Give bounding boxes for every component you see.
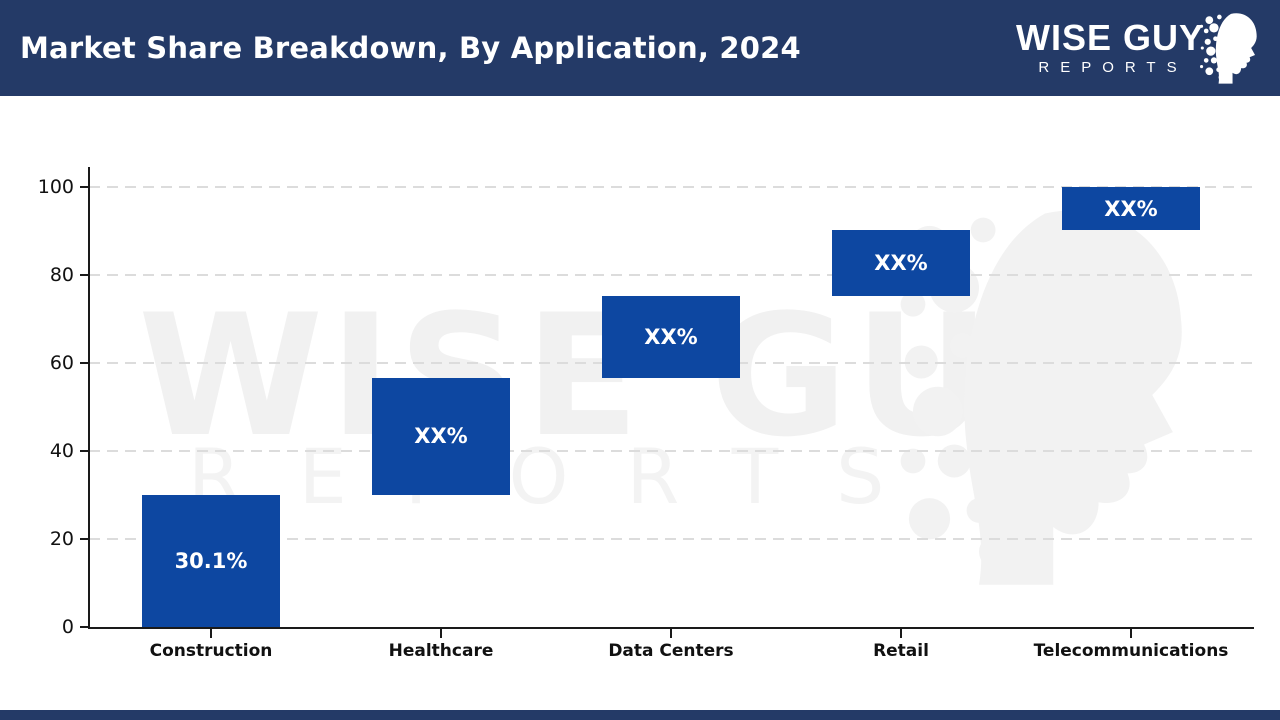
page-title: Market Share Breakdown, By Application, … xyxy=(20,31,801,65)
y-axis-tick-label: 20 xyxy=(49,528,74,550)
y-axis-tick xyxy=(80,538,89,540)
bar-value-label-data-centers: XX% xyxy=(644,325,698,350)
brand-logo-text: WISE GUY REPORTS xyxy=(1015,17,1204,77)
logo-head-icon xyxy=(1200,13,1257,84)
footer-bar xyxy=(0,710,1280,720)
category-label-data-centers: Data Centers xyxy=(608,641,734,661)
y-axis-tick xyxy=(80,450,89,452)
y-axis-tick xyxy=(80,362,89,364)
y-axis-tick-label: 100 xyxy=(37,176,74,198)
gridline-20 xyxy=(89,538,1258,540)
category-label-retail: Retail xyxy=(873,641,929,661)
y-axis-tick xyxy=(80,186,89,188)
bar-telecommunications: XX% xyxy=(1062,187,1200,231)
gridline-80 xyxy=(89,274,1258,276)
category-label-telecommunications: Telecommunications xyxy=(1033,641,1229,661)
bar-data-centers: XX% xyxy=(602,296,740,378)
y-axis-tick-label: 80 xyxy=(49,264,74,286)
bar-value-label-telecommunications: XX% xyxy=(1104,196,1158,221)
bar-healthcare: XX% xyxy=(372,377,510,495)
bar-value-label-construction: 30.1% xyxy=(174,548,248,573)
gridline-100 xyxy=(89,186,1258,188)
bar-construction: 30.1% xyxy=(142,494,280,627)
gridline-40 xyxy=(89,450,1258,452)
header-bar: Market Share Breakdown, By Application, … xyxy=(0,0,1280,96)
x-axis-tick xyxy=(210,629,212,638)
y-axis-tick xyxy=(80,626,89,628)
y-axis-tick-label: 40 xyxy=(49,440,74,462)
bar-value-label-retail: XX% xyxy=(874,251,928,276)
brand-logo: WISE GUY REPORTS xyxy=(1016,7,1262,89)
y-axis-tick xyxy=(80,274,89,276)
x-axis-tick xyxy=(1130,629,1132,638)
watermark-sub-text: REPORTS xyxy=(188,432,943,521)
y-axis-line xyxy=(88,167,90,629)
category-label-construction: Construction xyxy=(149,641,273,661)
y-axis-tick-label: 0 xyxy=(61,616,74,638)
x-axis-tick xyxy=(900,629,902,638)
category-label-healthcare: Healthcare xyxy=(388,641,494,661)
x-axis-tick xyxy=(440,629,442,638)
brand-subtitle: REPORTS xyxy=(1038,59,1188,76)
y-axis-tick-label: 60 xyxy=(49,352,74,374)
x-axis-tick xyxy=(670,629,672,638)
bar-retail: XX% xyxy=(832,230,970,297)
brand-name: WISE GUY xyxy=(1015,17,1204,58)
bar-value-label-healthcare: XX% xyxy=(414,424,468,449)
x-axis-line xyxy=(88,627,1254,629)
